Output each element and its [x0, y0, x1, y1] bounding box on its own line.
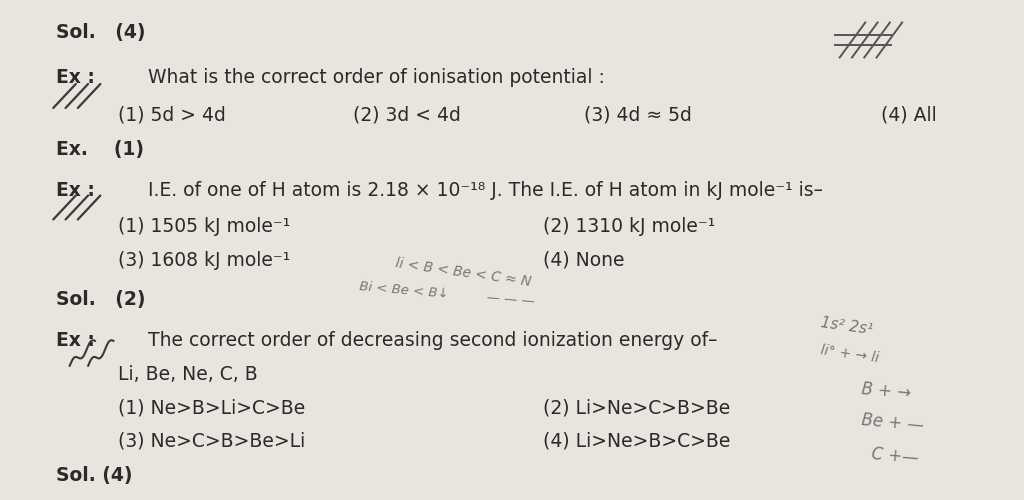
- Text: (3) 4d ≈ 5d: (3) 4d ≈ 5d: [584, 106, 691, 124]
- Text: (2) 3d < 4d: (2) 3d < 4d: [353, 106, 461, 124]
- Text: Sol.   (2): Sol. (2): [56, 290, 145, 310]
- Text: Bi < Be < B↓         — — —: Bi < Be < B↓ — — —: [358, 280, 535, 308]
- Text: Ex.    (1): Ex. (1): [56, 140, 144, 160]
- Text: Be + —: Be + —: [860, 411, 924, 434]
- Text: Ex :: Ex :: [56, 332, 95, 350]
- Text: Sol.   (4): Sol. (4): [56, 23, 145, 42]
- Text: Li, Be, Ne, C, B: Li, Be, Ne, C, B: [118, 366, 257, 384]
- Text: li° + → li: li° + → li: [819, 343, 880, 365]
- Text: (2) Li>Ne>C>B>Be: (2) Li>Ne>C>B>Be: [543, 398, 730, 417]
- Text: Ex :: Ex :: [56, 180, 95, 200]
- Text: What is the correct order of ionisation potential :: What is the correct order of ionisation …: [148, 68, 605, 87]
- Text: (1) Ne>B>Li>C>Be: (1) Ne>B>Li>C>Be: [118, 398, 305, 417]
- Text: Sol. (4): Sol. (4): [56, 466, 133, 485]
- Text: The correct order of decreasing second ionization energy of–: The correct order of decreasing second i…: [148, 332, 718, 350]
- Text: (4) Li>Ne>B>C>Be: (4) Li>Ne>B>C>Be: [543, 432, 730, 450]
- Text: 1s² 2s¹: 1s² 2s¹: [819, 315, 873, 337]
- Text: I.E. of one of H atom is 2.18 × 10⁻¹⁸ J. The I.E. of H atom in kJ mole⁻¹ is–: I.E. of one of H atom is 2.18 × 10⁻¹⁸ J.…: [148, 180, 823, 200]
- Text: (1) 5d > 4d: (1) 5d > 4d: [118, 106, 225, 124]
- Text: (3) 1608 kJ mole⁻¹: (3) 1608 kJ mole⁻¹: [118, 250, 290, 270]
- Text: (2) 1310 kJ mole⁻¹: (2) 1310 kJ mole⁻¹: [543, 216, 715, 236]
- Text: (1) 1505 kJ mole⁻¹: (1) 1505 kJ mole⁻¹: [118, 216, 290, 236]
- Text: (3) Ne>C>B>Be>Li: (3) Ne>C>B>Be>Li: [118, 432, 305, 450]
- Text: C +—: C +—: [870, 445, 920, 467]
- Text: (4) All: (4) All: [881, 106, 936, 124]
- Text: li < B < Be < C ≈ N: li < B < Be < C ≈ N: [394, 256, 531, 289]
- Text: Ex :: Ex :: [56, 68, 95, 87]
- Text: (4) None: (4) None: [543, 250, 625, 270]
- Text: B + →: B + →: [860, 380, 911, 402]
